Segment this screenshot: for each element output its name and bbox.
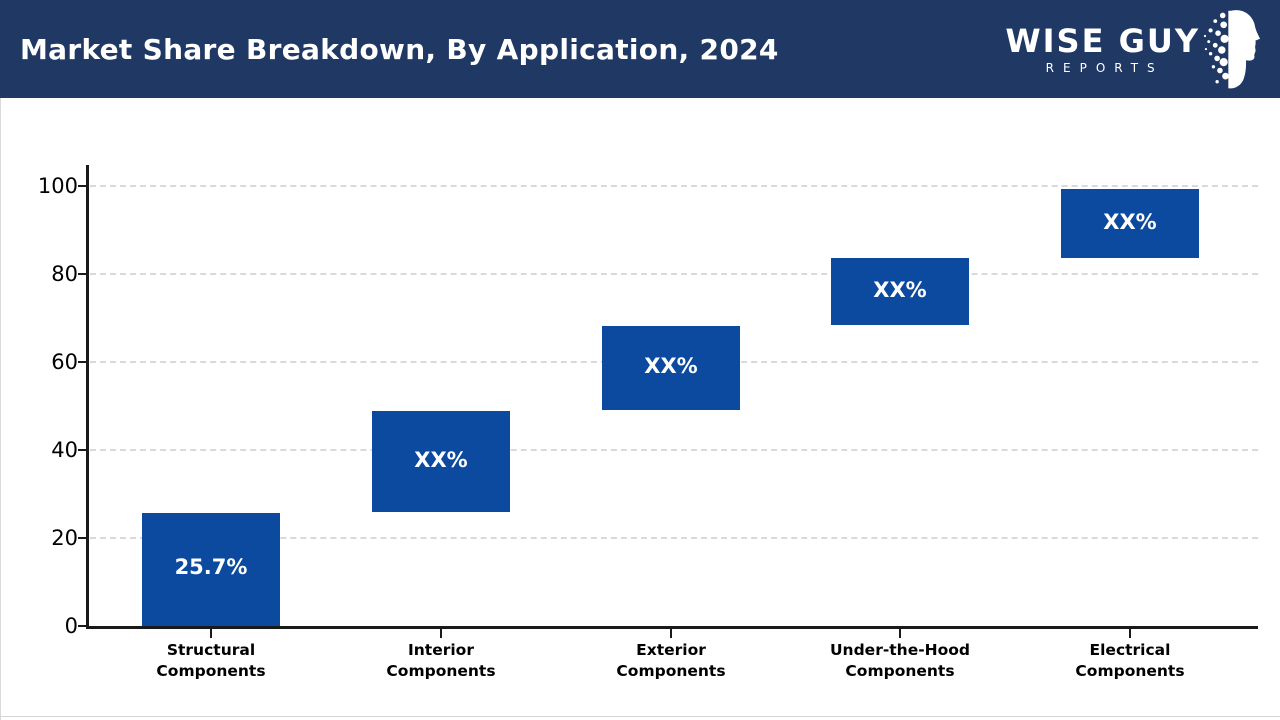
y-axis-tick-mark [78,537,88,539]
category-label-line1: Electrical [1089,641,1171,659]
logo-text: WISE GUY REPORTS [1005,21,1200,76]
x-axis-tick-mark [440,629,442,638]
x-axis-tick-mark [1129,629,1131,638]
bar-segment[interactable] [372,410,510,513]
logo-face-icon [1203,10,1261,89]
y-axis-tick-label: 40 [51,438,78,462]
y-axis-line [86,165,89,629]
category-label-line2: Components [616,661,726,680]
y-axis-tick-mark [78,625,88,627]
bar-segment[interactable] [602,325,740,410]
category-label-line1: Exterior [636,641,706,659]
y-axis-tick-label: 80 [51,262,78,286]
category-label-line1: Interior [408,641,474,659]
bar-segment[interactable] [831,258,969,326]
category-label-line2: Components [845,661,955,680]
category-label: Interior Components [326,640,556,682]
bar-value-label: 25.7% [174,555,248,580]
chart-title: Market Share Breakdown, By Application, … [20,32,779,66]
y-axis-tick-label: 0 [64,614,78,638]
category-label-line2: Components [386,661,496,680]
category-label: Electrical Components [1015,640,1245,682]
y-axis-tick-label: 60 [51,350,78,374]
bottom-border-line [0,716,1280,717]
category-label: Exterior Components [556,640,786,682]
y-axis-tick-mark [78,449,88,451]
bar-value-label: XX% [1103,209,1157,234]
x-axis-tick-mark [210,629,212,638]
logo-wordmark: WISE GUY [1005,21,1200,60]
category-label: Under-the-Hood Components [785,640,1015,682]
y-axis-tick-label: 100 [37,174,78,198]
y-axis-tick-mark [78,273,88,275]
bar-value-label: XX% [644,353,698,378]
gridline-20 [90,537,1258,539]
header-banner: Market Share Breakdown, By Application, … [0,0,1280,98]
bar-segment[interactable] [142,512,280,626]
category-label-line2: Components [1075,661,1185,680]
category-label: Structural Components [96,640,326,682]
y-axis-tick-mark [78,361,88,363]
x-axis-line [86,626,1258,629]
category-label-line1: Under-the-Hood [829,641,971,659]
gridline-80 [90,273,1258,275]
gridline-100 [90,185,1258,187]
category-label-line2: Components [156,661,266,680]
gridline-40 [90,449,1258,451]
logo-reports-text: REPORTS [1045,61,1164,76]
x-axis-tick-mark [899,629,901,638]
category-label-line1: Structural [166,641,256,659]
bar-segment[interactable] [1061,189,1199,259]
wise-guy-reports-logo: WISE GUY REPORTS [1005,6,1264,94]
y-axis-tick-label: 20 [51,526,78,550]
y-axis-tick-mark [78,185,88,187]
bar-value-label: XX% [414,447,468,472]
bar-value-label: XX% [873,277,927,302]
x-axis-tick-mark [670,629,672,638]
